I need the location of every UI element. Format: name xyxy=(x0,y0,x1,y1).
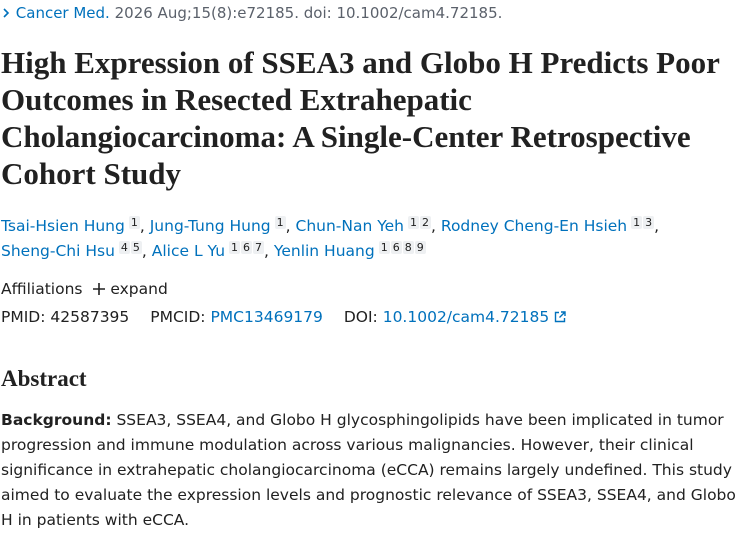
author: Tsai-Hsien Hung 1, xyxy=(1,216,145,235)
affiliation-ref[interactable]: 7 xyxy=(253,241,265,254)
affiliation-ref[interactable]: 3 xyxy=(643,216,655,229)
affiliation-ref[interactable]: 4 xyxy=(118,241,130,254)
abstract-paragraph: Background: SSEA3, SSEA4, and Globo H gl… xyxy=(1,408,746,533)
doi-link[interactable]: 10.1002/cam4.72185 xyxy=(383,308,566,326)
author: Rodney Cheng-En Hsieh 1 3, xyxy=(440,216,660,235)
author: Sheng-Chi Hsu 4 5, xyxy=(1,241,147,260)
journal-link[interactable]: Cancer Med. xyxy=(15,4,110,22)
pmcid-label: PMCID: xyxy=(150,308,206,326)
author-separator: , xyxy=(141,242,147,260)
identifiers: PMID: 42587395 PMCID: PMC13469179 DOI: 1… xyxy=(1,308,566,326)
author-separator: , xyxy=(139,217,145,235)
author: Jung-Tung Hung 1, xyxy=(149,216,291,235)
author-name[interactable]: Rodney Cheng-En Hsieh xyxy=(440,217,628,235)
expand-toggle[interactable]: expand xyxy=(93,280,168,298)
chevron-icon xyxy=(3,8,10,18)
doi-label: DOI: xyxy=(343,308,378,326)
author-separator: , xyxy=(431,217,436,235)
affiliation-ref[interactable]: 2 xyxy=(420,216,431,229)
affiliation-ref[interactable]: 1 xyxy=(229,241,241,254)
doi-text: 10.1002/cam4.72185 xyxy=(382,308,550,326)
affiliation-ref[interactable]: 6 xyxy=(241,241,253,254)
affiliations-label: Affiliations xyxy=(1,280,83,298)
pmid-label: PMID: xyxy=(1,308,46,326)
citation-details: 2026 Aug;15(8):e72185. doi: 10.1002/cam4… xyxy=(114,4,503,22)
affiliation-ref[interactable]: 9 xyxy=(414,241,426,254)
page: Cancer Med. 2026 Aug;15(8):e72185. doi: … xyxy=(1,4,746,529)
author: Yenlin Huang 1 6 8 9 xyxy=(273,241,426,260)
affiliation-ref[interactable]: 1 xyxy=(274,216,286,229)
affiliation-refs: 1 xyxy=(128,216,140,229)
affiliation-ref[interactable]: 1 xyxy=(128,216,140,229)
author-list: Tsai-Hsien Hung 1, Jung-Tung Hung 1, Chun-… xyxy=(1,214,746,264)
affiliation-ref[interactable]: 8 xyxy=(402,241,414,254)
author-separator: , xyxy=(654,217,660,235)
background-text: SSEA3, SSEA4, and Globo H glycosphingoli… xyxy=(1,411,736,529)
affiliation-ref[interactable]: 1 xyxy=(408,216,419,229)
author-name[interactable]: Sheng-Chi Hsu xyxy=(1,242,115,260)
affiliation-ref[interactable]: 1 xyxy=(631,216,643,229)
affiliation-ref[interactable]: 5 xyxy=(130,241,142,254)
author-name[interactable]: Yenlin Huang xyxy=(273,242,375,260)
author-name[interactable]: Chun-Nan Yeh xyxy=(295,217,405,235)
citation: Cancer Med. 2026 Aug;15(8):e72185. doi: … xyxy=(1,4,502,22)
affiliation-refs: 1 xyxy=(274,216,286,229)
pmcid-link[interactable]: PMC13469179 xyxy=(210,308,323,326)
author: Chun-Nan Yeh 1 2, xyxy=(295,216,436,235)
affiliation-ref[interactable]: 1 xyxy=(378,241,390,254)
affiliation-ref[interactable]: 6 xyxy=(390,241,402,254)
author: Alice L Yu 1 6 7, xyxy=(151,241,269,260)
plus-icon xyxy=(93,283,106,295)
author-name[interactable]: Jung-Tung Hung xyxy=(149,217,271,235)
background-label: Background: xyxy=(1,411,112,429)
article-title: High Expression of SSEA3 and Globo H Pre… xyxy=(1,45,720,191)
author-name[interactable]: Tsai-Hsien Hung xyxy=(1,217,125,235)
pmid: 42587395 xyxy=(50,308,130,326)
affiliations-row: Affiliations expand xyxy=(1,280,168,298)
external-link-icon xyxy=(554,311,566,323)
author-separator: , xyxy=(264,242,269,260)
author-name[interactable]: Alice L Yu xyxy=(151,242,226,260)
abstract-heading: Abstract xyxy=(1,366,87,391)
author-separator: , xyxy=(285,217,291,235)
expand-text: expand xyxy=(110,280,168,298)
